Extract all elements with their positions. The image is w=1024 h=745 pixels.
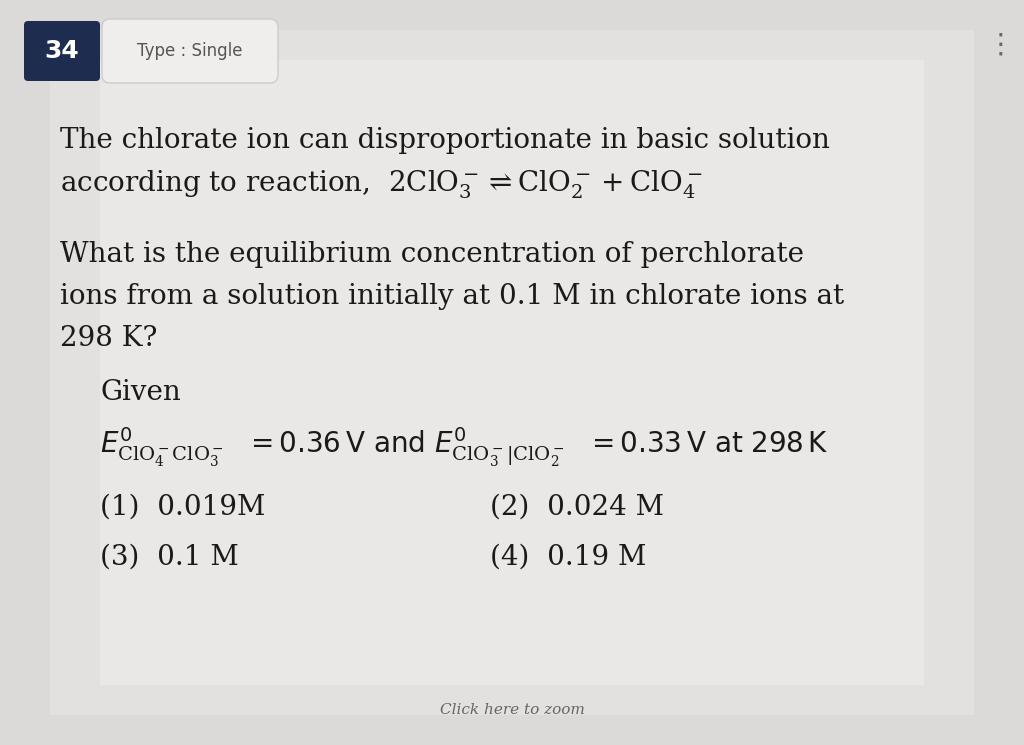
FancyBboxPatch shape	[24, 21, 100, 81]
Text: ⋮: ⋮	[986, 31, 1014, 59]
Text: (3)  0.1 M: (3) 0.1 M	[100, 544, 239, 571]
Text: 298 K?: 298 K?	[60, 326, 158, 352]
Text: Given: Given	[100, 379, 181, 407]
Text: ions from a solution initially at 0.1 M in chlorate ions at: ions from a solution initially at 0.1 M …	[60, 284, 844, 311]
FancyBboxPatch shape	[102, 19, 278, 83]
Text: Click here to zoom: Click here to zoom	[439, 703, 585, 717]
Text: $E^0_{\mathregular{ClO_4^-ClO_3^-}}$  $= 0.36\,\mathrm{V\ and\ }E^0_{\mathregula: $E^0_{\mathregular{ClO_4^-ClO_3^-}}$ $= …	[100, 425, 828, 469]
Text: Type : Single: Type : Single	[137, 42, 243, 60]
Text: The chlorate ion can disproportionate in basic solution: The chlorate ion can disproportionate in…	[60, 127, 829, 153]
Text: What is the equilibrium concentration of perchlorate: What is the equilibrium concentration of…	[60, 241, 804, 268]
Text: 34: 34	[45, 39, 80, 63]
Text: according to reaction,  $\mathregular{2ClO_3^- \rightleftharpoons ClO_2^- + ClO_: according to reaction, $\mathregular{2Cl…	[60, 169, 702, 201]
Text: (1)  0.019M: (1) 0.019M	[100, 493, 265, 521]
Text: (4)  0.19 M: (4) 0.19 M	[490, 544, 646, 571]
Bar	[100, 60, 924, 685]
Text: (2)  0.024 M: (2) 0.024 M	[490, 493, 664, 521]
